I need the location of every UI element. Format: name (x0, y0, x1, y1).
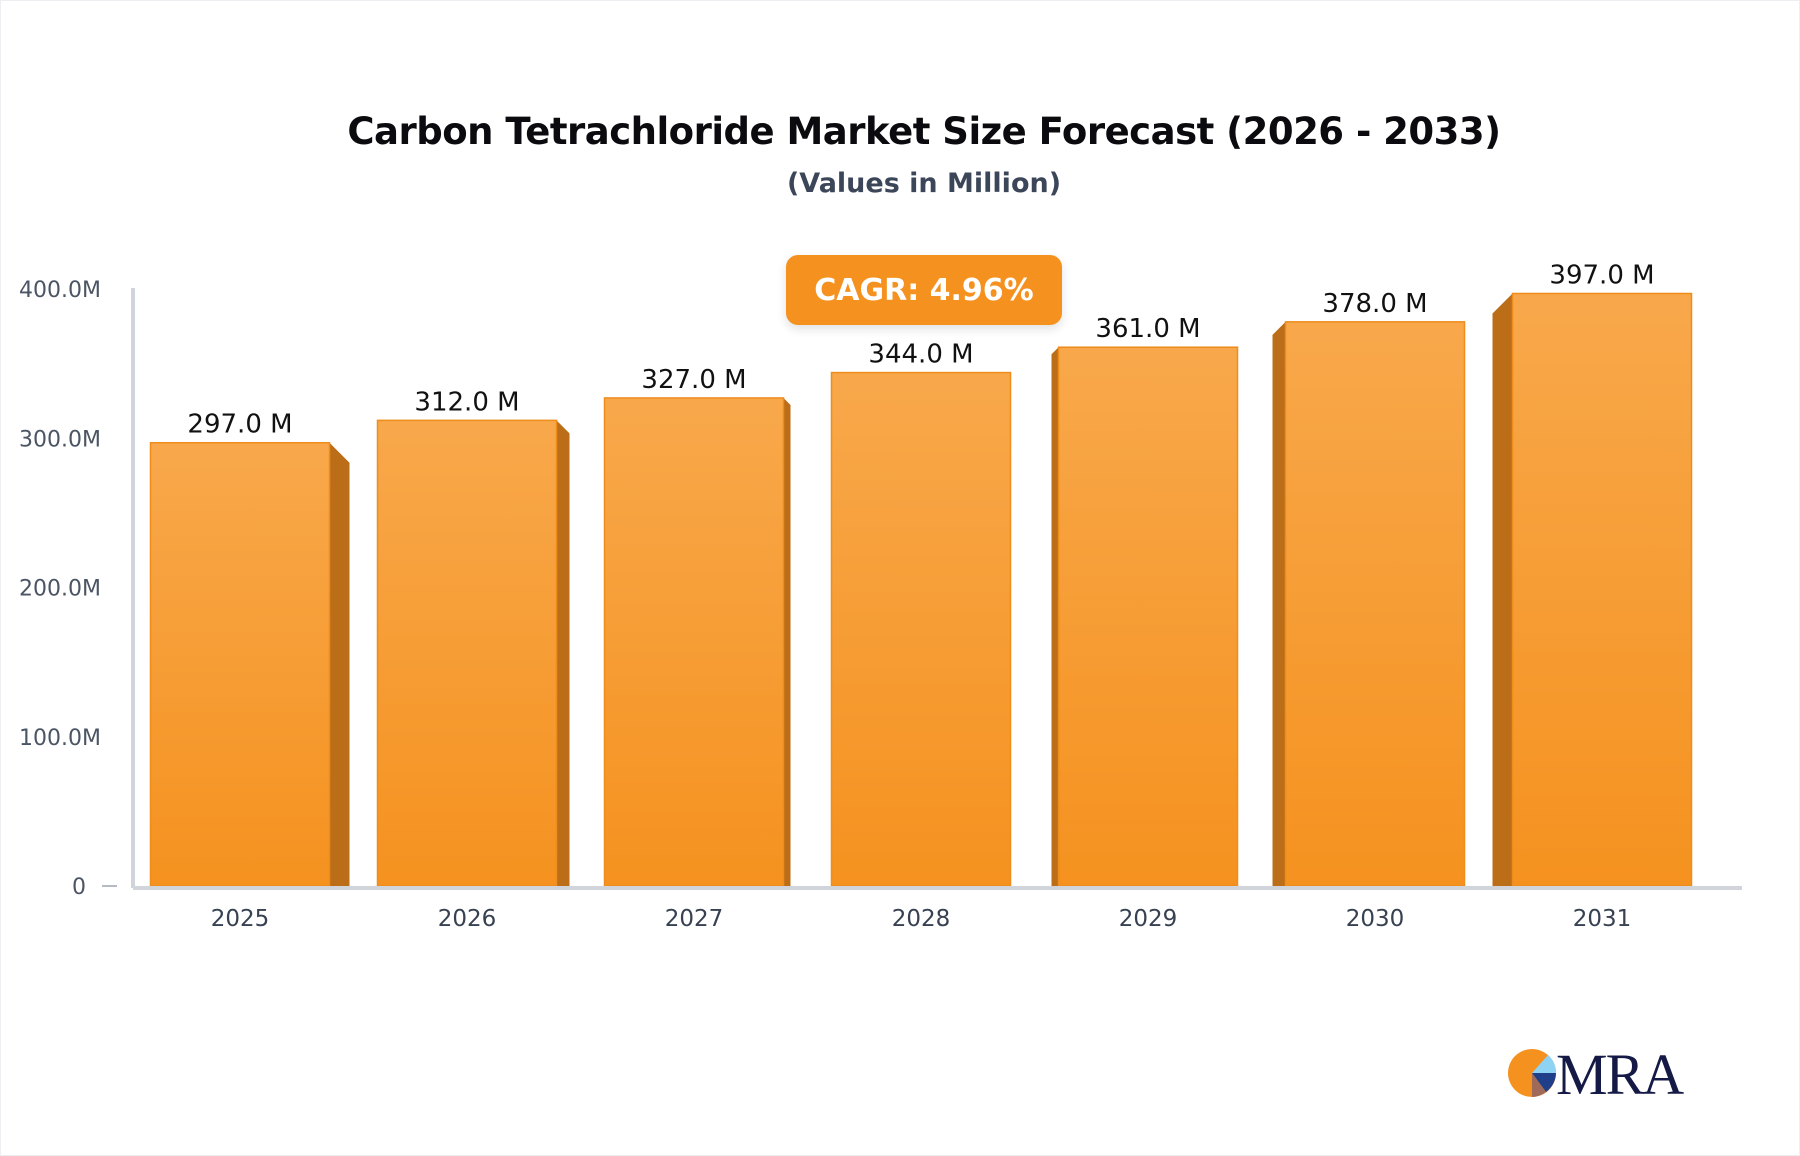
bar-2027 (603, 397, 785, 887)
x-tick-label: 2031 (1573, 906, 1632, 932)
y-tick-label: 0 (72, 875, 86, 900)
x-tick-label: 2030 (1346, 906, 1405, 932)
chart-subtitle: (Values in Million) (786, 168, 1062, 199)
bar-side (556, 420, 570, 886)
bar-side (1051, 347, 1059, 886)
data-label: 397.0 M (1549, 260, 1654, 290)
bar-side (329, 442, 350, 886)
x-tick-label: 2027 (665, 906, 724, 932)
data-label: 344.0 M (868, 340, 973, 370)
bar-side (1272, 321, 1286, 887)
cagr-badge: CAGR: 4.96% (786, 255, 1062, 325)
y-tick-label: 400.0M (19, 278, 101, 303)
mra-logo: MRA (1508, 1042, 1686, 1100)
bar-2025 (149, 441, 331, 887)
data-label: 361.0 M (1095, 314, 1200, 344)
bar-2028 (830, 371, 1012, 887)
data-label: 297.0 M (187, 410, 292, 440)
y-tick-label: 300.0M (19, 427, 101, 452)
bar-2031 (1511, 292, 1693, 887)
data-label: 327.0 M (641, 365, 746, 395)
x-tick-label: 2025 (211, 906, 270, 932)
data-label: 378.0 M (1322, 289, 1427, 319)
x-tick-label: 2026 (438, 906, 497, 932)
bar-2029 (1057, 346, 1239, 887)
bar-2030 (1284, 321, 1466, 887)
bar-side (1492, 293, 1513, 886)
x-tick-label: 2028 (892, 906, 951, 932)
y-tick-label: 100.0M (19, 726, 101, 751)
data-label: 312.0 M (414, 387, 519, 417)
svg-text:MRA: MRA (1556, 1042, 1684, 1100)
chart-title: Carbon Tetrachloride Market Size Forecas… (347, 110, 1501, 153)
x-tick-label: 2029 (1119, 906, 1178, 932)
bar-side (783, 397, 791, 886)
y-tick-label: 200.0M (19, 577, 101, 602)
bar-2026 (376, 419, 558, 887)
